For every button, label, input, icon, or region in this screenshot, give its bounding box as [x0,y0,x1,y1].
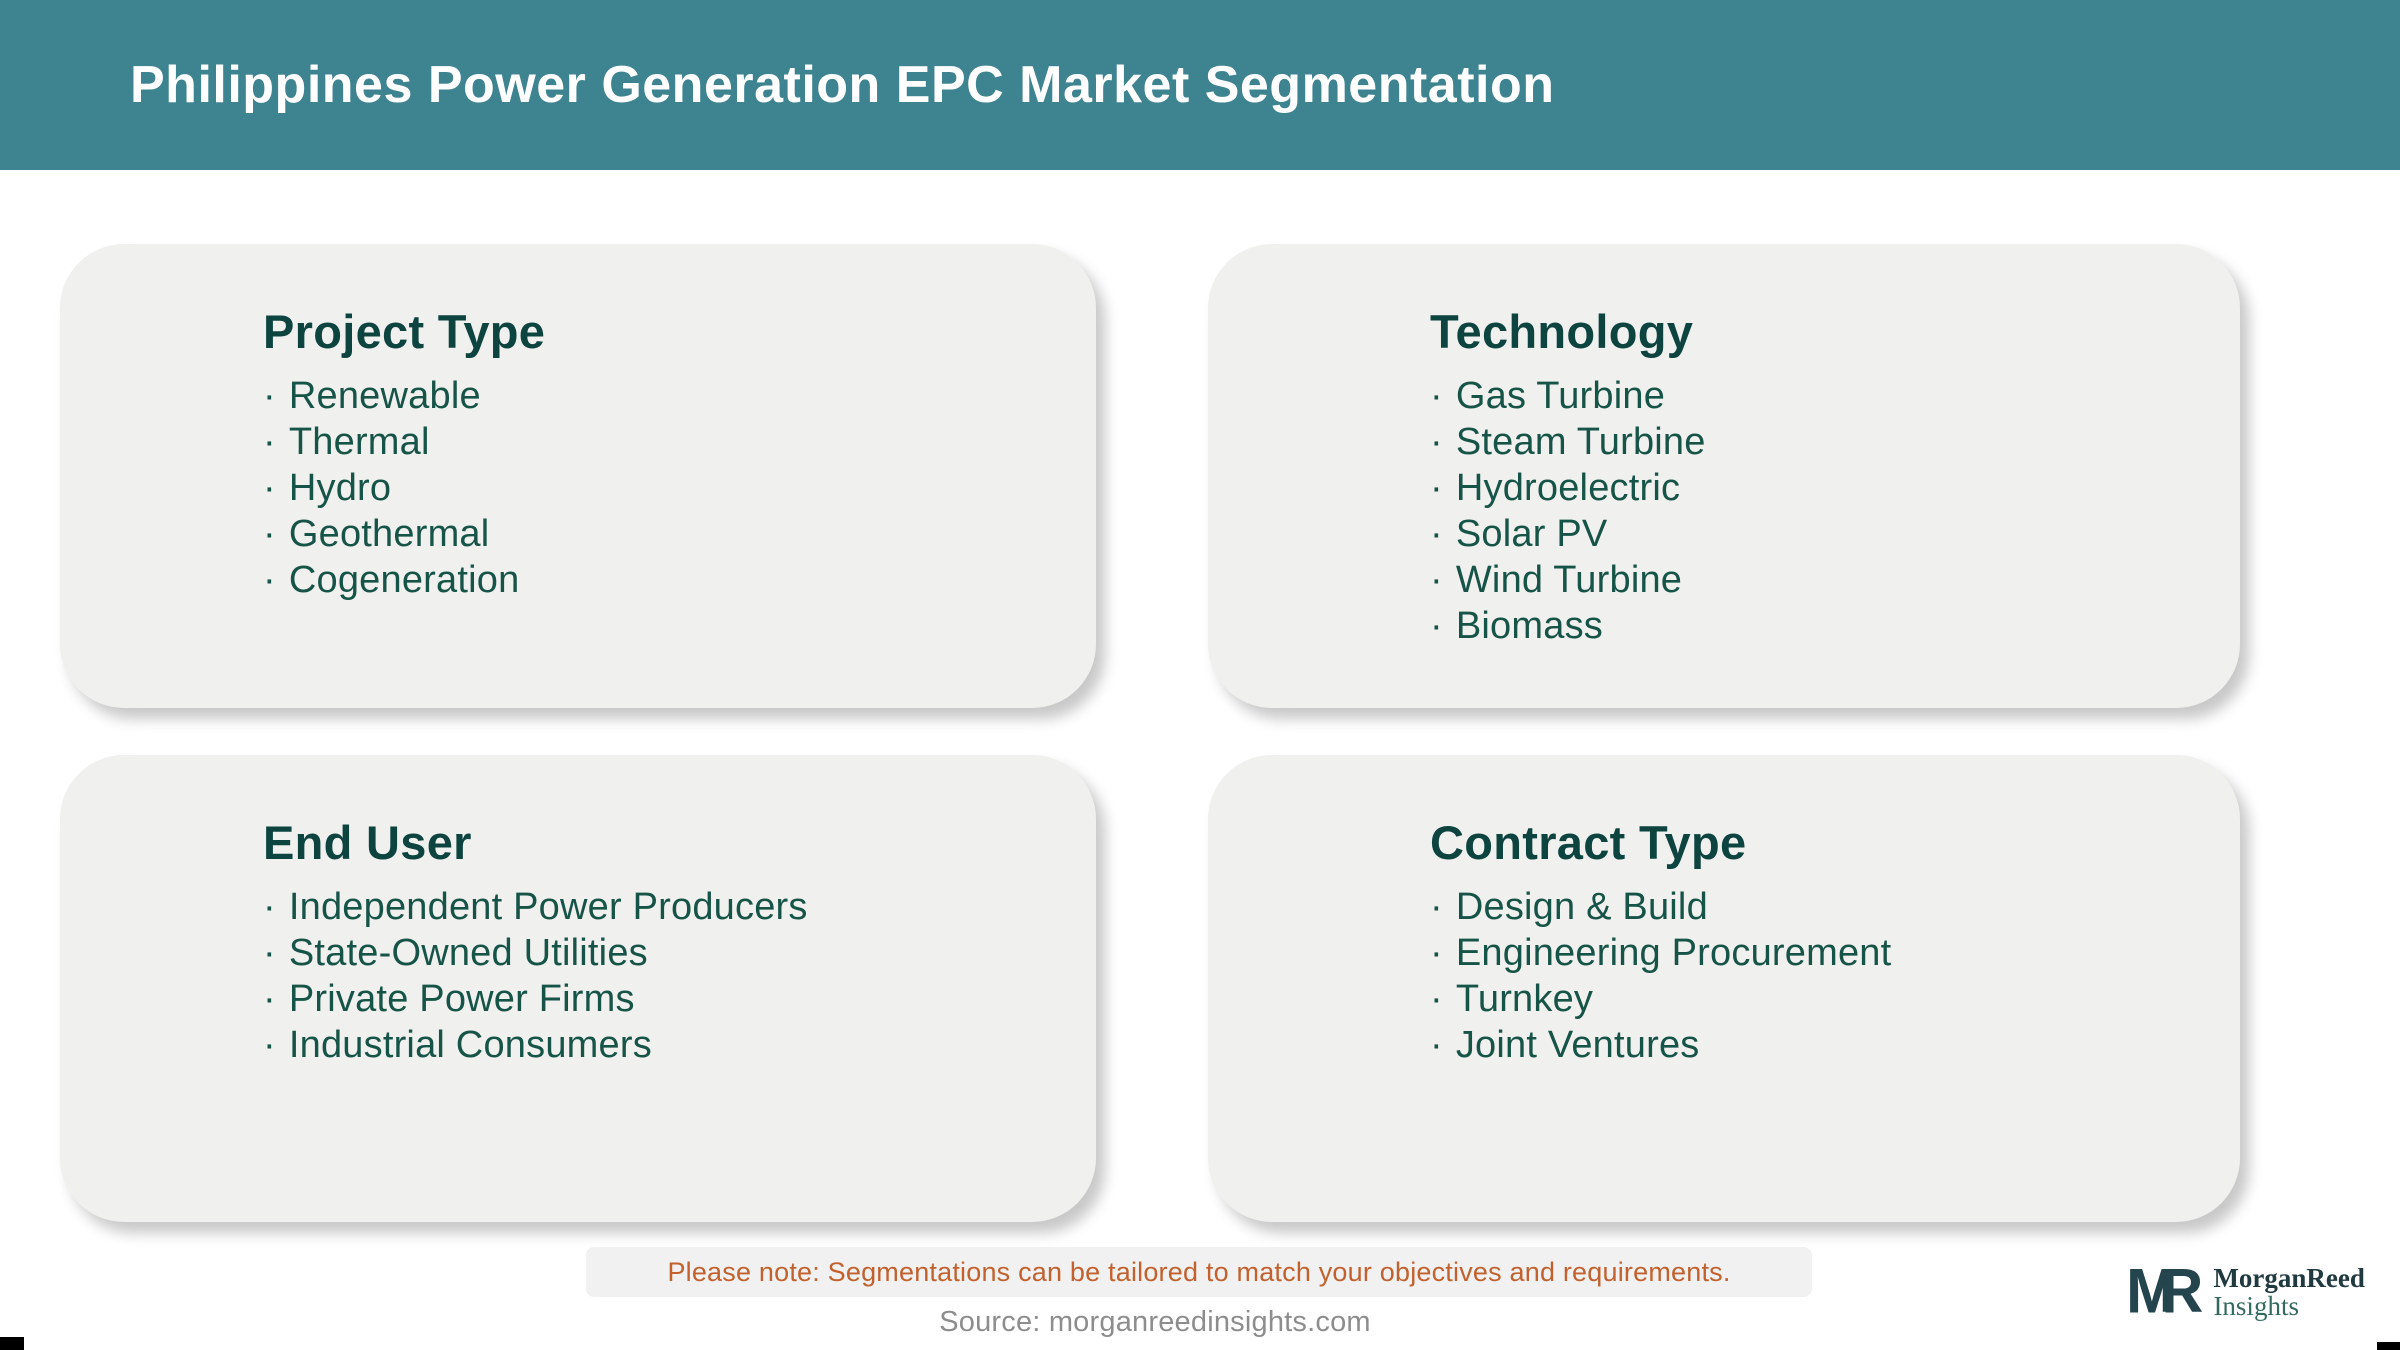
bullet-icon: · [263,1024,276,1066]
list-item: · Steam Turbine [1430,419,2240,465]
list-item: · Joint Ventures [1430,1022,2240,1068]
morganreed-logo: M R MorganReed Insights [2126,1256,2365,1327]
bullet-list: · Gas Turbine · Steam Turbine · Hydroelectr… [1430,373,2240,649]
header-bar: Philippines Power Generation EPC Market … [0,0,2400,170]
item-label: Industrial Consumers [288,1024,652,1066]
note-text: Please note: Segmentations can be tailor… [667,1256,1731,1287]
item-label: Turnkey [1455,978,1594,1020]
bullet-icon: · [1430,886,1443,928]
list-item: · Private Power Firms [263,976,1096,1022]
list-item: · State-Owned Utilities [263,930,1096,976]
bullet-icon: · [263,932,276,974]
item-label: Independent Power Producers [288,886,808,928]
monogram-r: R [2158,1257,2204,1326]
card-project-type: Project Type · Renewable · Thermal · Hydro … [60,244,1096,708]
logo-name-morgan: Morgan [2213,1263,2307,1293]
item-label: Hydro [288,467,392,509]
bullet-icon: · [1430,932,1443,974]
mr-monogram-icon: M R [2126,1256,2204,1327]
list-item: · Geothermal [263,511,1096,557]
bullet-icon: · [263,559,276,601]
list-item: · Wind Turbine [1430,557,2240,603]
item-label: Design & Build [1455,886,1708,928]
list-item: · Engineering Procurement [1430,930,2240,976]
bullet-icon: · [263,421,276,463]
list-item: · Solar PV [1430,511,2240,557]
logo-subtitle: Insights [2213,1291,2299,1321]
bullet-icon: · [1430,1024,1443,1066]
bullet-icon: · [263,978,276,1020]
page-title: Philippines Power Generation EPC Market … [130,56,1555,114]
item-label: Wind Turbine [1455,559,1683,601]
corner-artifact-right [2377,1342,2400,1350]
note-bar: Please note: Segmentations can be tailor… [586,1247,1812,1297]
bullet-icon: · [1430,559,1443,601]
card-title: End User [263,816,472,869]
corner-artifact-left [0,1337,24,1350]
list-item: · Design & Build [1430,884,2240,930]
bullet-list: · Renewable · Thermal · Hydro · Geothermal ·… [263,373,1096,603]
bullet-list: · Design & Build · Engineering Procurement… [1430,884,2240,1068]
logo-name-reed: Reed [2306,1263,2365,1293]
bullet-icon: · [1430,421,1443,463]
item-label: Thermal [288,421,430,463]
bullet-icon: · [1430,375,1443,417]
list-item: · Independent Power Producers [263,884,1096,930]
bullet-icon: · [1430,605,1443,647]
logo-name: MorganReed [2213,1264,2364,1292]
card-technology: Technology · Gas Turbine · Steam Turbine ·… [1208,244,2240,708]
monogram-m: M [2126,1256,2178,1327]
source-text: Source: morganreedinsights.com [939,1306,1371,1338]
list-item: · Biomass [1430,603,2240,649]
item-label: Cogeneration [288,559,520,601]
bullet-icon: · [263,513,276,555]
item-label: Renewable [288,375,481,417]
list-item: · Thermal [263,419,1096,465]
item-label: Joint Ventures [1455,1024,1700,1066]
logo-text: MorganReed Insights [2213,1264,2364,1320]
item-label: Geothermal [288,513,490,555]
list-item: · Turnkey [1430,976,2240,1022]
item-label: Hydroelectric [1455,467,1681,509]
list-item: · Hydroelectric [1430,465,2240,511]
card-contract-type: Contract Type · Design & Build · Engineeri… [1208,755,2240,1222]
list-item: · Renewable [263,373,1096,419]
bullet-icon: · [263,467,276,509]
bullet-icon: · [1430,978,1443,1020]
item-label: Private Power Firms [288,978,635,1020]
list-item: · Cogeneration [263,557,1096,603]
bullet-icon: · [1430,467,1443,509]
bullet-icon: · [1430,513,1443,555]
bullet-list: · Independent Power Producers · State-Owne… [263,884,1096,1068]
item-label: Solar PV [1455,513,1608,555]
item-label: Engineering Procurement [1455,932,1892,974]
card-end-user: End User · Independent Power Producers · S… [60,755,1096,1222]
item-label: Biomass [1455,605,1603,647]
item-label: State-Owned Utilities [288,932,648,974]
list-item: · Industrial Consumers [263,1022,1096,1068]
item-label: Steam Turbine [1455,421,1706,463]
list-item: · Gas Turbine [1430,373,2240,419]
card-title: Technology [1430,305,1694,358]
list-item: · Hydro [263,465,1096,511]
card-title: Contract Type [1430,816,1747,869]
bullet-icon: · [263,886,276,928]
card-title: Project Type [263,305,546,358]
item-label: Gas Turbine [1455,375,1666,417]
bullet-icon: · [263,375,276,417]
